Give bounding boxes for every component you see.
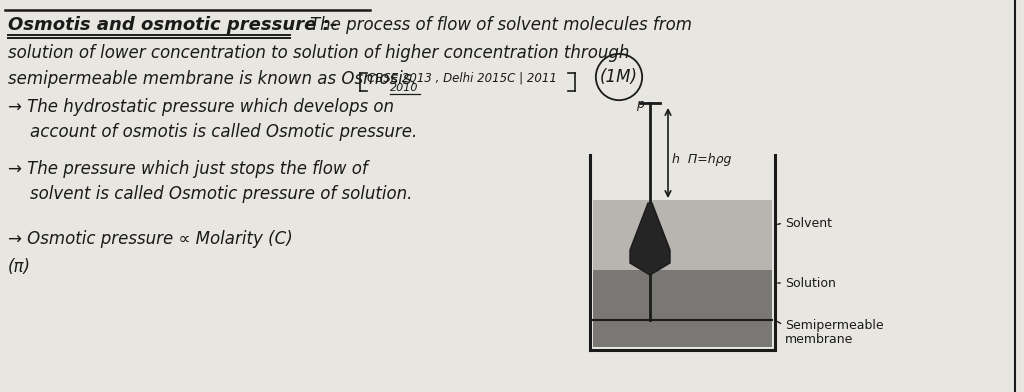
Text: The process of flow of solvent molecules from: The process of flow of solvent molecules… (310, 16, 692, 34)
Text: CBSE 2013 , Delhi 2015C | 2011: CBSE 2013 , Delhi 2015C | 2011 (367, 71, 557, 84)
Text: 2010: 2010 (390, 83, 419, 93)
Text: → The hydrostatic pressure which develops on: → The hydrostatic pressure which develop… (8, 98, 394, 116)
Text: → The pressure which just stops the flow of: → The pressure which just stops the flow… (8, 160, 368, 178)
Polygon shape (593, 270, 772, 347)
Text: Solution: Solution (785, 277, 836, 290)
Polygon shape (630, 203, 670, 275)
Text: h  Π=hρg: h Π=hρg (672, 153, 731, 166)
Polygon shape (593, 200, 772, 347)
Text: account of osmotis is called Osmotic pressure.: account of osmotis is called Osmotic pre… (30, 123, 417, 141)
Text: membrane: membrane (785, 333, 853, 346)
Text: Osmotis and osmotic pressure :-: Osmotis and osmotic pressure :- (8, 16, 337, 34)
Text: solution of lower concentration to solution of higher concentration through: solution of lower concentration to solut… (8, 44, 630, 62)
Text: semipermeable membrane is known as Osmosis.: semipermeable membrane is known as Osmos… (8, 70, 417, 88)
Text: solvent is called Osmotic pressure of solution.: solvent is called Osmotic pressure of so… (30, 185, 413, 203)
Text: (1M): (1M) (600, 68, 638, 86)
Text: Semipermeable: Semipermeable (785, 319, 884, 332)
Text: Solvent: Solvent (785, 217, 831, 230)
Text: → Osmotic pressure ∝ Molarity (C): → Osmotic pressure ∝ Molarity (C) (8, 230, 293, 248)
Text: p: p (636, 98, 644, 111)
Text: (π): (π) (8, 258, 31, 276)
